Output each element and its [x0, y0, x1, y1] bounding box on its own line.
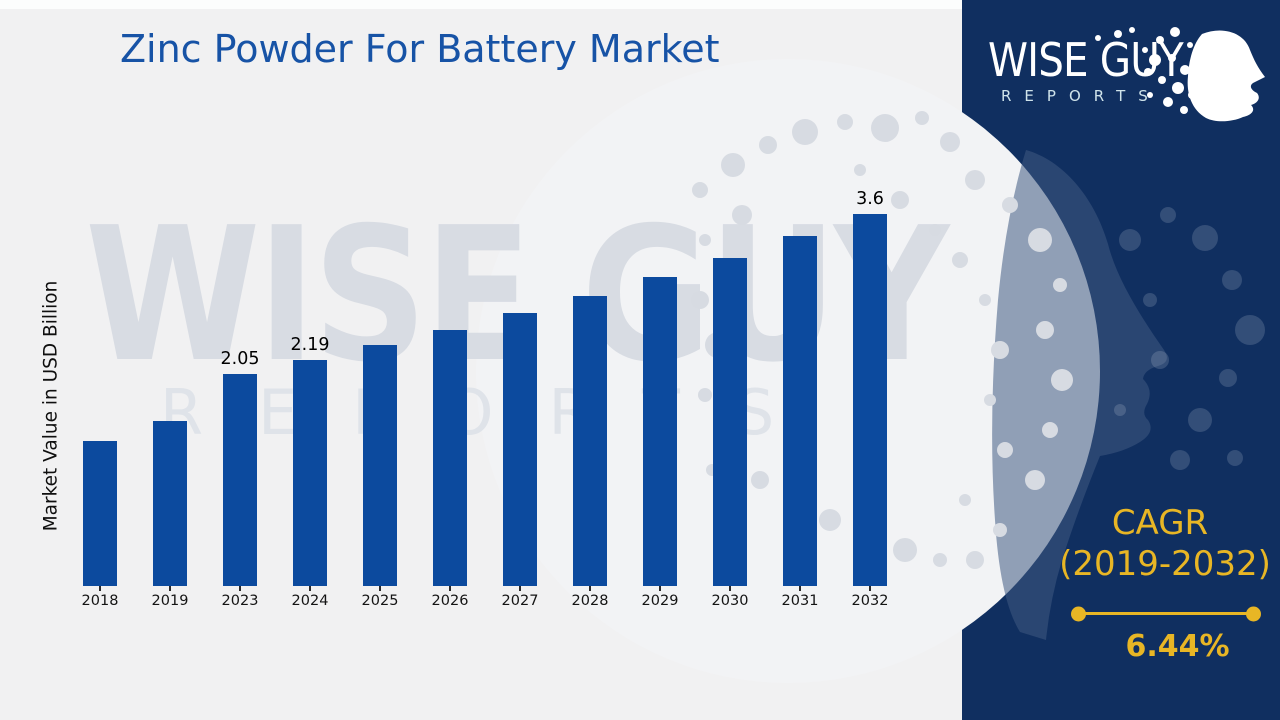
x-tick-2029 — [659, 586, 661, 591]
x-tick-label-2024: 2024 — [291, 593, 329, 609]
x-tick-2018 — [99, 586, 101, 591]
x-tick-label-2018: 2018 — [81, 593, 119, 609]
x-tick-2030 — [729, 586, 731, 591]
x-tick-2027 — [519, 586, 521, 591]
bar-2025 — [363, 345, 397, 586]
logo-subtext: REPORTS — [1001, 87, 1161, 105]
x-tick-2028 — [589, 586, 591, 591]
data-label-2023: 2.05 — [220, 349, 260, 369]
bar-2032 — [853, 214, 887, 586]
x-tick-label-2030: 2030 — [711, 593, 749, 609]
cagr-divider-line — [1071, 606, 1261, 621]
top-strip — [0, 0, 962, 9]
x-tick-label-2029: 2029 — [641, 593, 679, 609]
x-tick-label-2032: 2032 — [851, 593, 889, 609]
x-tick-2031 — [799, 586, 801, 591]
x-tick-label-2028: 2028 — [571, 593, 609, 609]
line-dot-right — [1246, 606, 1261, 621]
x-tick-label-2026: 2026 — [431, 593, 469, 609]
x-tick-label-2019: 2019 — [151, 593, 189, 609]
x-tick-label-2025: 2025 — [361, 593, 399, 609]
x-tick-2026 — [449, 586, 451, 591]
bar-2027 — [503, 313, 537, 586]
bar-2018 — [83, 441, 117, 586]
line-dot-left — [1071, 606, 1086, 621]
x-tick-label-2023: 2023 — [221, 593, 259, 609]
bar-2023 — [223, 374, 257, 586]
data-label-2024: 2.19 — [290, 335, 330, 355]
x-tick-2025 — [379, 586, 381, 591]
bar-2026 — [433, 330, 467, 586]
bar-2024 — [293, 360, 327, 586]
bar-2019 — [153, 421, 187, 586]
x-tick-2023 — [239, 586, 241, 591]
cagr-period: (2019-2032) — [1059, 544, 1271, 584]
y-axis-label: Market Value in USD Billion — [40, 280, 62, 532]
bar-2031 — [783, 236, 817, 586]
x-tick-2032 — [869, 586, 871, 591]
page-title: Zinc Powder For Battery Market — [120, 27, 720, 71]
x-tick-2024 — [309, 586, 311, 591]
data-label-2032: 3.6 — [856, 189, 884, 209]
x-tick-label-2031: 2031 — [781, 593, 819, 609]
bar-2028 — [573, 296, 607, 586]
cagr-label: CAGR — [1111, 503, 1209, 543]
cagr-value: 6.44% — [1125, 629, 1230, 664]
x-tick-2019 — [169, 586, 171, 591]
bar-2029 — [643, 277, 677, 586]
bar-2030 — [713, 258, 747, 586]
x-tick-label-2027: 2027 — [501, 593, 539, 609]
logo-wordmark: WISE GUY — [988, 33, 1184, 87]
